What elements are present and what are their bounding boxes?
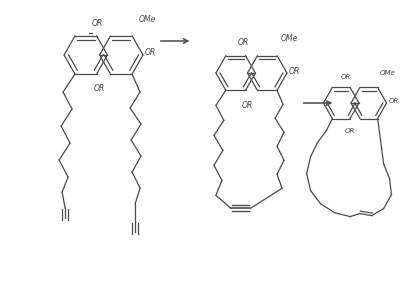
Text: OR: OR bbox=[289, 67, 300, 75]
Text: OR: OR bbox=[92, 19, 103, 28]
Text: OR: OR bbox=[242, 101, 253, 110]
Text: OMe: OMe bbox=[281, 34, 298, 43]
Text: OR: OR bbox=[238, 38, 249, 47]
Text: OMe: OMe bbox=[139, 15, 156, 24]
Text: OR: OR bbox=[344, 128, 355, 134]
Text: OR: OR bbox=[94, 84, 105, 93]
Text: OR: OR bbox=[145, 48, 156, 57]
Text: OR: OR bbox=[341, 74, 351, 80]
Text: OMe: OMe bbox=[380, 70, 395, 76]
Text: OR: OR bbox=[388, 98, 399, 104]
